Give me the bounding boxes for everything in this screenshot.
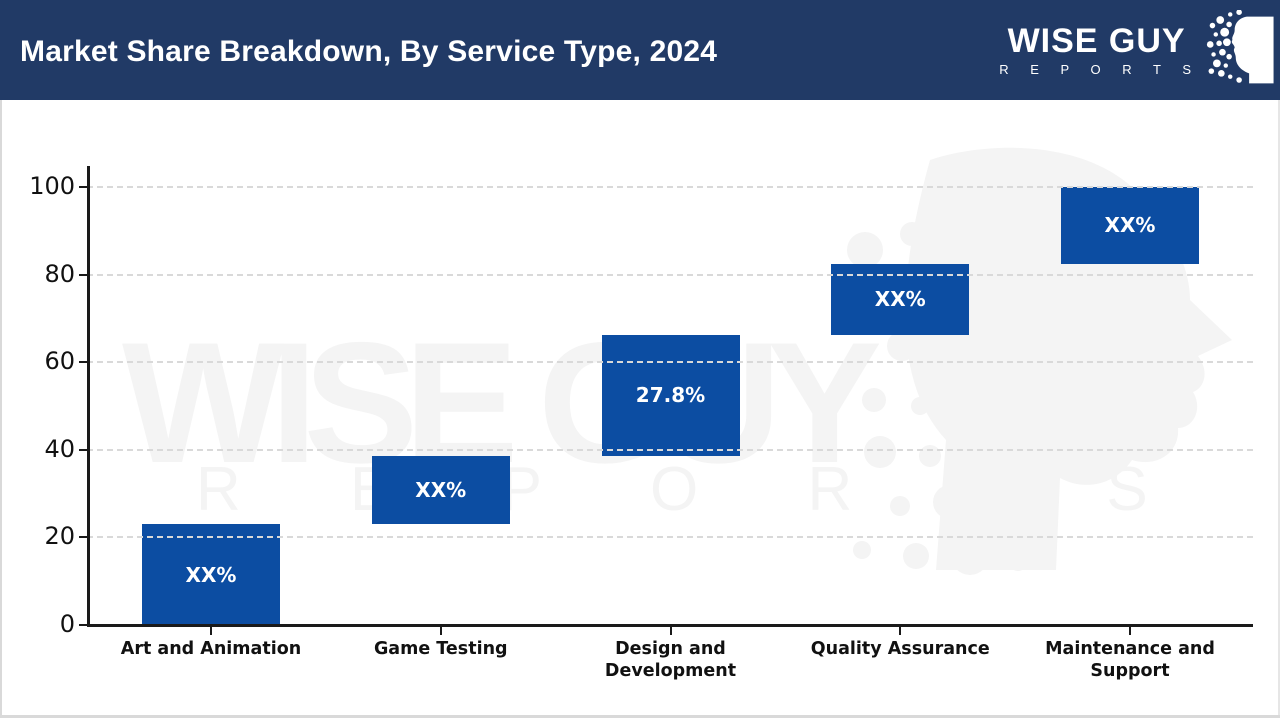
- logo-face-icon: [1206, 10, 1274, 84]
- logo-text: WISE GUY R E P O R T S: [993, 23, 1200, 77]
- logo-subtitle: R E P O R T S: [999, 62, 1200, 77]
- footer-strip: [0, 715, 1280, 718]
- header-bar: Market Share Breakdown, By Service Type,…: [0, 0, 1280, 100]
- chart-title: Market Share Breakdown, By Service Type,…: [20, 35, 718, 68]
- left-edge-line: [0, 100, 2, 717]
- right-edge-line: [1278, 100, 1280, 717]
- logo-wordmark: WISE GUY: [1007, 22, 1186, 60]
- watermark: WISE GUY R E P O R T S: [122, 147, 1232, 575]
- wise-guy-reports-logo: WISE GUY R E P O R T S: [993, 10, 1274, 90]
